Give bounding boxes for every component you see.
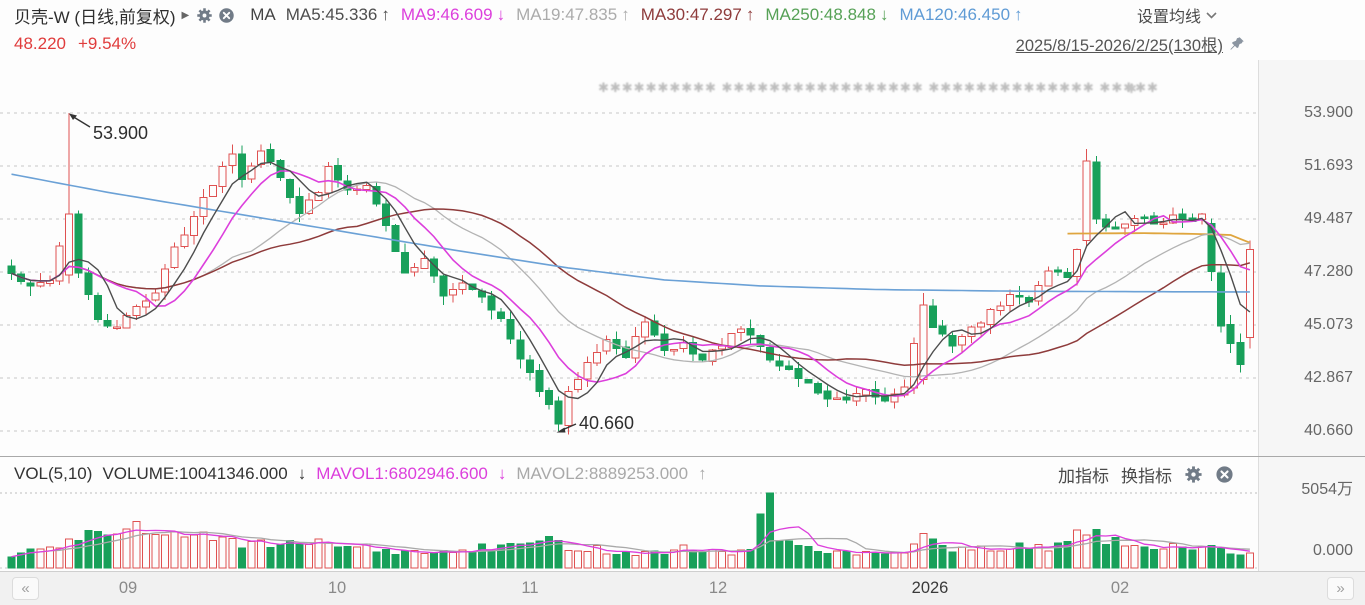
watermark-extra: ✱ bbox=[1126, 81, 1137, 96]
last-price: 48.220 bbox=[14, 34, 66, 53]
ma-legend-item: MA250:48.848 ↓ bbox=[765, 5, 889, 24]
vol-indicator-label: VOL(5,10) bbox=[14, 464, 93, 483]
mavol1-value: MAVOL1:6802946.600 bbox=[316, 464, 488, 483]
switch-indicator-button[interactable]: 换指标 bbox=[1121, 466, 1172, 486]
ma-legend-item: MA5:45.336 ↑ bbox=[285, 5, 390, 24]
chevron-down-icon bbox=[1206, 11, 1217, 19]
volume-max-label: 5054万 bbox=[1301, 481, 1353, 498]
mavol1-arrow: ↓ bbox=[497, 464, 507, 483]
y-axis-label: 51.693 bbox=[1304, 157, 1353, 174]
time-axis-label-2026: 2026 bbox=[911, 579, 949, 597]
ma-settings-label: 设置均线 bbox=[1136, 9, 1201, 26]
watermark-text: ✱✱✱✱✱✱✱✱✱✱ ✱✱✱✱✱✱✱✱✱✱✱✱✱✱✱✱✱ ✱✱✱✱✱✱✱✱✱✱✱… bbox=[598, 80, 1159, 95]
y-axis-label: 53.900 bbox=[1304, 104, 1353, 121]
ma-legend-item: MA9:46.609 ↓ bbox=[400, 5, 506, 24]
y-axis-label: 49.487 bbox=[1304, 210, 1353, 227]
main-gridlines bbox=[0, 112, 1258, 432]
chart-header: 贝壳-W (日线,前复权) ▶ MA MA5:45.336 ↑ MA9:46.609… bbox=[0, 0, 1365, 30]
time-axis-label-12: 12 bbox=[708, 579, 728, 597]
time-axis-label-02: 02 bbox=[1110, 579, 1130, 597]
pane-separator bbox=[0, 456, 1365, 457]
volume-pane[interactable] bbox=[0, 457, 1258, 571]
ma-legend-item: MA19:47.835 ↑ bbox=[516, 5, 630, 24]
symbol-title: 贝壳-W (日线,前复权) bbox=[14, 7, 176, 27]
ma-legend-item: MA120:46.450 ↑ bbox=[899, 5, 1023, 24]
volume-value: VOLUME:10041346.000 bbox=[102, 464, 288, 483]
ma-close-icon[interactable] bbox=[218, 7, 235, 24]
bottom-separator bbox=[0, 571, 1365, 572]
y-axis-label: 45.073 bbox=[1304, 316, 1353, 333]
vol-settings-gear-icon[interactable] bbox=[1184, 465, 1203, 484]
price-axis-strip: 53.900 51.693 49.487 47.280 45.073 42.867 40.6… bbox=[1258, 60, 1365, 572]
date-range-wrap: 2025/8/15-2026/2/25(130根) bbox=[1016, 32, 1245, 56]
vol-close-icon[interactable] bbox=[1215, 465, 1234, 484]
add-indicator-button[interactable]: 加指标 bbox=[1058, 466, 1109, 486]
date-range-link[interactable]: 2025/8/15-2026/2/25(130根) bbox=[1015, 37, 1223, 55]
ma-group-label: MA bbox=[250, 5, 276, 24]
candles-and-ma-lines bbox=[7, 113, 1254, 435]
time-axis-label-10: 10 bbox=[327, 579, 347, 597]
time-axis-label-11: 11 bbox=[521, 579, 539, 597]
volume-bars-and-lines bbox=[7, 492, 1254, 569]
low-annotation-label: 40.660 bbox=[579, 413, 634, 433]
candlestick-chart[interactable]: 53.900 40.660 bbox=[0, 60, 1258, 456]
y-axis-label: 42.867 bbox=[1304, 369, 1353, 386]
price-annotations: 53.900 40.660 bbox=[69, 113, 634, 433]
high-annotation-label: 53.900 bbox=[93, 123, 148, 143]
ma-settings-button[interactable]: 设置均线 bbox=[1137, 3, 1217, 27]
volume-zero-label: 0.000 bbox=[1312, 542, 1353, 559]
main-chart-pane[interactable]: 53.900 40.660 bbox=[0, 60, 1258, 456]
pin-icon[interactable] bbox=[1229, 36, 1245, 52]
ma-settings-gear-icon[interactable] bbox=[196, 7, 213, 24]
scroll-right-button[interactable]: » bbox=[1327, 577, 1354, 600]
time-axis-bar: « 09 10 11 12 2026 02 » bbox=[0, 572, 1365, 605]
y-axis-label: 47.280 bbox=[1304, 263, 1353, 280]
mavol2-arrow: ↑ bbox=[698, 464, 707, 483]
y-axis-label: 40.660 bbox=[1304, 422, 1353, 439]
ma-legend-item: MA30:47.297 ↑ bbox=[640, 5, 755, 24]
volume-arrow: ↓ bbox=[297, 464, 307, 483]
scroll-left-button[interactable]: « bbox=[12, 577, 39, 600]
indicator-buttons: 加指标 换指标 bbox=[1058, 462, 1244, 487]
time-axis-label-09: 09 bbox=[118, 579, 138, 597]
change-percent: +9.54% bbox=[78, 34, 137, 53]
mavol2-value: MAVOL2:8889253.000 bbox=[516, 464, 689, 483]
ma-legend: MA5:45.336 ↑ MA9:46.609 ↓ MA19:47.835 ↑ MA30:4… bbox=[286, 5, 1023, 25]
expand-arrow-icon[interactable]: ▶ bbox=[181, 9, 190, 21]
price-row: 48.220 +9.54% 2025/8/15-2026/2/25(130根) bbox=[0, 29, 1365, 59]
volume-chart[interactable] bbox=[0, 457, 1258, 571]
volume-header: VOL(5,10) VOLUME:10041346.000 ↓ MAVOL1:6… bbox=[0, 458, 1258, 490]
